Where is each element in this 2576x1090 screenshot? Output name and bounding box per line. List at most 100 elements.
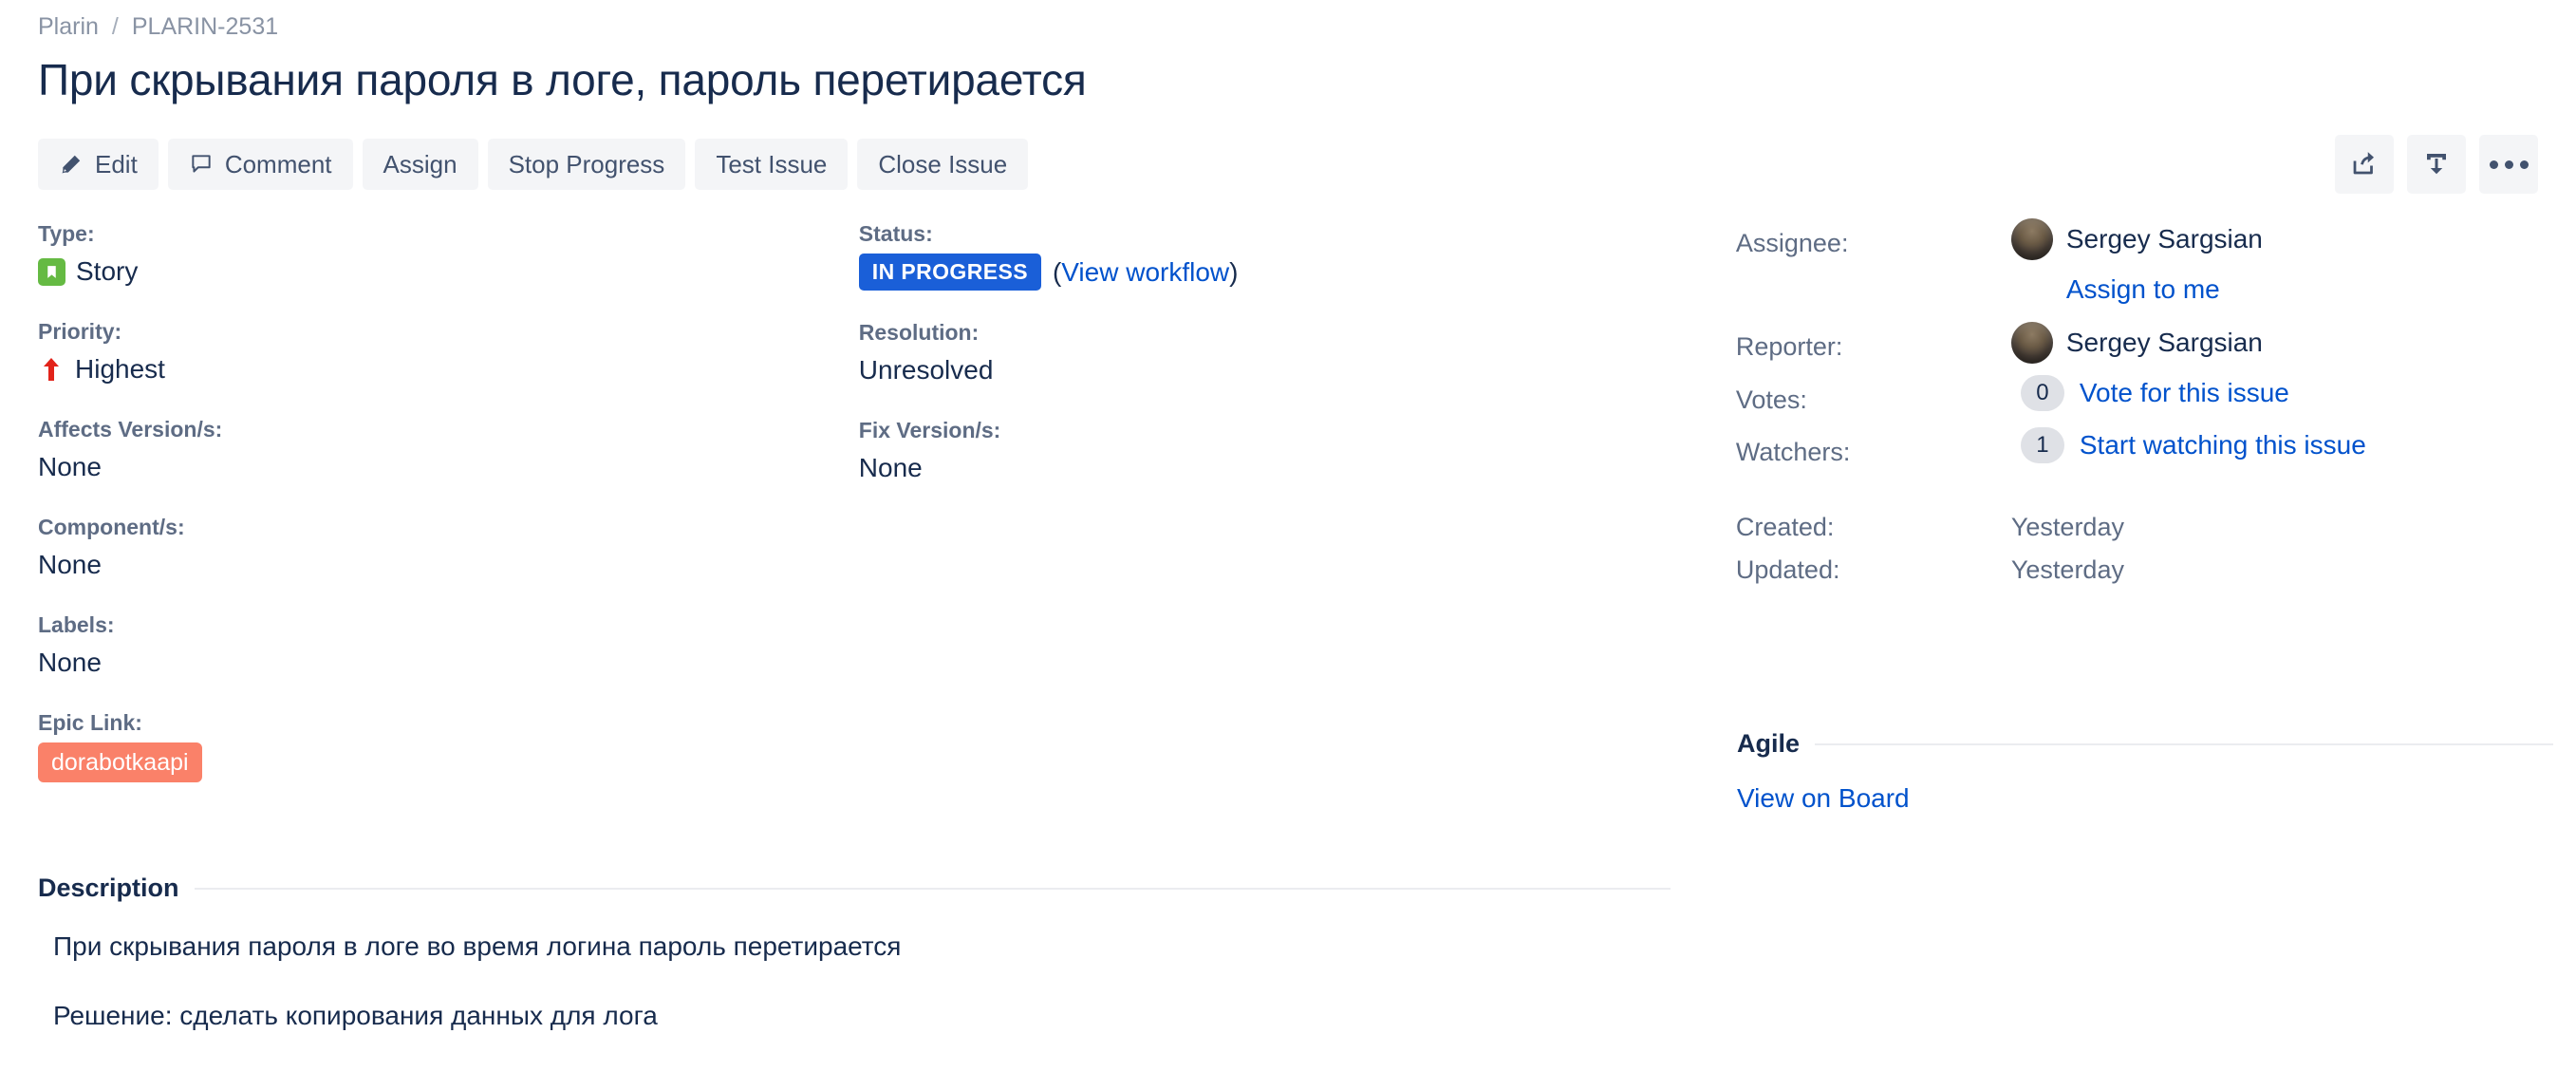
field-priority-value-row: Highest bbox=[38, 351, 859, 387]
share-icon bbox=[2350, 149, 2379, 180]
agile-section-header: Agile bbox=[1737, 729, 2553, 759]
votes-label: Votes: bbox=[1735, 385, 1807, 414]
assignee-row: Assignee: Sergey Sargsian bbox=[1736, 218, 2538, 263]
description-paragraph-1: При скрывания пароля в логе во время лог… bbox=[53, 931, 902, 961]
more-actions-button[interactable] bbox=[2479, 135, 2538, 194]
description-divider bbox=[194, 887, 1671, 890]
start-watching-link[interactable]: Start watching this issue bbox=[2079, 429, 2366, 460]
field-labels-label: Labels: bbox=[38, 611, 115, 637]
field-status: Status: IN PROGRESS (View workflow) bbox=[858, 218, 1717, 291]
comment-button-label: Comment bbox=[224, 150, 332, 179]
assign-to-me-link[interactable]: Assign to me bbox=[2065, 273, 2220, 304]
agile-divider bbox=[1815, 742, 2553, 745]
assign-button-label: Assign bbox=[383, 150, 457, 179]
test-issue-button[interactable]: Test Issue bbox=[695, 139, 849, 190]
votes-count-badge: 0 bbox=[2020, 375, 2064, 411]
view-workflow-link[interactable]: View workflow bbox=[1061, 256, 1230, 287]
test-issue-button-label: Test Issue bbox=[716, 150, 828, 179]
workflow-close-paren: ) bbox=[1229, 256, 1239, 287]
comment-bubble-icon bbox=[189, 152, 214, 177]
breadcrumb-issue-key-link[interactable]: PLARIN-2531 bbox=[131, 12, 279, 40]
view-workflow-wrapper: (View workflow) bbox=[1053, 254, 1239, 291]
priority-highest-arrow-up-icon bbox=[38, 355, 65, 384]
export-download-icon bbox=[2422, 149, 2451, 180]
pencil-icon bbox=[59, 152, 84, 177]
updated-value: Yesterday bbox=[2010, 555, 2124, 584]
field-fix-version: Fix Version/s: None bbox=[859, 415, 1717, 486]
field-fix-version-label: Fix Version/s: bbox=[858, 418, 1001, 443]
stop-progress-button[interactable]: Stop Progress bbox=[487, 139, 686, 190]
description-section: Description При скрывания пароля в логе … bbox=[38, 874, 1671, 1065]
dates-block: Created: Yesterday Updated: Yesterday bbox=[1736, 513, 2538, 585]
description-section-header: Description bbox=[38, 874, 1671, 903]
watchers-value: 1 Start watching this issue bbox=[2020, 426, 2366, 463]
agile-heading: Agile bbox=[1737, 729, 1801, 758]
updated-row: Updated: Yesterday bbox=[1736, 555, 2538, 585]
comment-button[interactable]: Comment bbox=[167, 139, 353, 190]
close-issue-button-label: Close Issue bbox=[878, 150, 1008, 179]
issue-action-toolbar: Edit Comment Assign Stop Progress Test I… bbox=[38, 135, 2538, 194]
assignee-main: Sergey Sargsian bbox=[2010, 218, 2263, 260]
field-type: Type: Story bbox=[38, 218, 859, 290]
epic-link-badge[interactable]: dorabotkaapi bbox=[38, 742, 202, 783]
field-type-label: Type: bbox=[38, 221, 95, 246]
field-components: Component/s: None bbox=[38, 512, 859, 583]
votes-value: 0 Vote for this issue bbox=[2020, 375, 2289, 411]
field-components-value: None bbox=[38, 550, 102, 580]
field-priority-value: Highest bbox=[75, 354, 165, 385]
reporter-row: Reporter: Sergey Sargsian bbox=[1735, 321, 2538, 366]
story-bookmark-icon bbox=[38, 257, 65, 286]
assign-button[interactable]: Assign bbox=[362, 139, 478, 190]
reporter-avatar[interactable] bbox=[2010, 321, 2053, 364]
field-type-value-row: Story bbox=[38, 254, 859, 290]
field-affects-version: Affects Version/s: None bbox=[38, 414, 859, 485]
field-resolution-value: Unresolved bbox=[858, 355, 994, 385]
breadcrumb: Plarin / PLARIN-2531 bbox=[38, 0, 2538, 42]
updated-label: Updated: bbox=[1735, 555, 1840, 584]
created-label: Created: bbox=[1735, 513, 1835, 541]
reporter-value: Sergey Sargsian bbox=[2010, 321, 2263, 364]
assignee-avatar[interactable] bbox=[2010, 218, 2053, 260]
watchers-label: Watchers: bbox=[1735, 437, 1851, 466]
votes-row: Votes: 0 Vote for this issue bbox=[1736, 375, 2538, 420]
field-resolution-label: Resolution: bbox=[858, 320, 980, 346]
reporter-main: Sergey Sargsian bbox=[2010, 321, 2263, 364]
watchers-count-badge: 1 bbox=[2020, 426, 2064, 463]
field-status-label: Status: bbox=[858, 221, 933, 246]
field-epic-link: Epic Link: dorabotkaapi bbox=[38, 707, 859, 783]
reporter-label: Reporter: bbox=[1735, 331, 1843, 361]
watchers-row: Watchers: 1 Start watching this issue bbox=[1735, 426, 2538, 472]
field-status-value-row: IN PROGRESS (View workflow) bbox=[858, 254, 1717, 291]
view-on-board-link[interactable]: View on Board bbox=[1737, 783, 1910, 813]
workflow-open-paren: ( bbox=[1052, 256, 1062, 287]
field-epic-link-label: Epic Link: bbox=[38, 709, 142, 735]
assignee-name: Sergey Sargsian bbox=[2065, 224, 2263, 254]
assign-to-me-row: Assign to me bbox=[1736, 271, 2538, 305]
description-body[interactable]: При скрывания пароля в логе во время лог… bbox=[38, 928, 1671, 1035]
vote-for-issue-link[interactable]: Vote for this issue bbox=[2079, 378, 2289, 407]
edit-button-label: Edit bbox=[95, 150, 138, 179]
share-button[interactable] bbox=[2335, 135, 2394, 194]
reporter-name: Sergey Sargsian bbox=[2065, 327, 2263, 357]
created-row: Created: Yesterday bbox=[1736, 513, 2538, 542]
created-value: Yesterday bbox=[2010, 513, 2124, 541]
field-affects-version-label: Affects Version/s: bbox=[38, 416, 223, 442]
agile-section: Agile View on Board bbox=[1737, 729, 2553, 814]
field-labels-value: None bbox=[38, 648, 102, 678]
export-button[interactable] bbox=[2407, 135, 2466, 194]
field-affects-version-value: None bbox=[38, 452, 102, 482]
people-panel: Assignee: Sergey Sargsian Assign to me R… bbox=[1717, 218, 2538, 809]
field-labels: Labels: None bbox=[38, 610, 859, 681]
breadcrumb-project-link[interactable]: Plarin bbox=[38, 12, 99, 40]
edit-button[interactable]: Edit bbox=[38, 139, 159, 190]
status-badge[interactable]: IN PROGRESS bbox=[858, 254, 1041, 291]
field-priority-label: Priority: bbox=[38, 318, 122, 344]
assignee-value: Sergey Sargsian bbox=[2010, 218, 2263, 260]
details-middle-column: Status: IN PROGRESS (View workflow) Reso… bbox=[858, 218, 1717, 809]
close-issue-button[interactable]: Close Issue bbox=[857, 139, 1029, 190]
description-heading: Description bbox=[38, 874, 179, 902]
issue-title: При скрывания пароля в логе, пароль пере… bbox=[38, 55, 1087, 104]
field-fix-version-value: None bbox=[858, 453, 923, 483]
description-paragraph-2: Решение: сделать копирования данных для … bbox=[53, 1000, 658, 1030]
